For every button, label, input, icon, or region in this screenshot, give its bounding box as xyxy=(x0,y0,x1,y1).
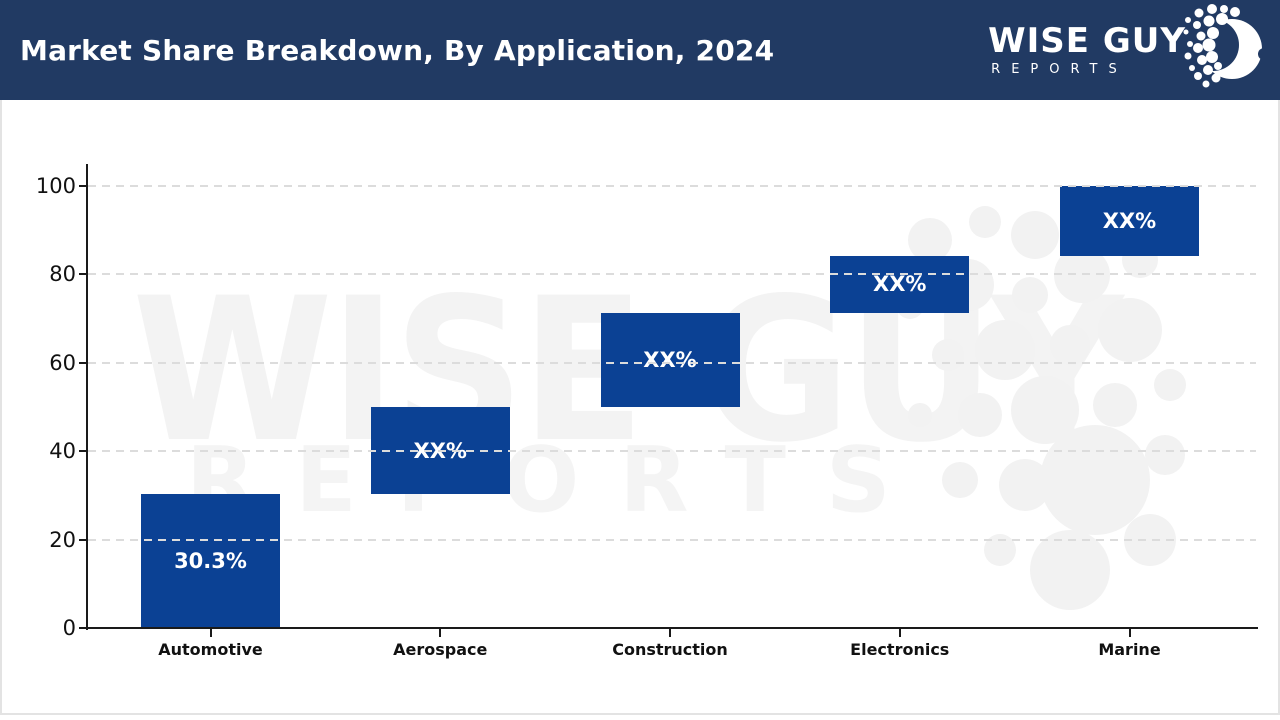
gridline-60 xyxy=(88,361,1256,364)
y-tick-40 xyxy=(79,450,87,453)
bar-label-electronics: XX% xyxy=(873,272,927,297)
y-tick-label-20: 20 xyxy=(49,527,76,552)
bar-label-marine: XX% xyxy=(1102,208,1157,233)
x-tick-aerospace xyxy=(439,629,442,637)
brand-subname: REPORTS xyxy=(991,61,1128,77)
bar-label-construction: XX% xyxy=(643,347,697,372)
x-tick-label-electronics: Electronics xyxy=(850,640,950,659)
y-tick-label-0: 0 xyxy=(62,616,76,640)
x-tick-label-aerospace: Aerospace xyxy=(393,640,488,659)
brand-logo: WISE GUY REPORTS xyxy=(988,4,1262,94)
y-tick-60 xyxy=(79,361,87,364)
brand-logo-text: WISE GUY REPORTS xyxy=(988,24,1186,77)
wise-guy-head-icon xyxy=(1183,4,1262,88)
gridline-20 xyxy=(88,538,1256,541)
y-tick-label-40: 40 xyxy=(49,439,76,464)
x-tick-label-automotive: Automotive xyxy=(158,640,263,659)
y-tick-80 xyxy=(79,273,87,276)
x-tick-label-marine: Marine xyxy=(1098,640,1161,659)
y-tick-label-80: 80 xyxy=(49,262,76,287)
x-tick-automotive xyxy=(209,629,212,637)
gridline-80 xyxy=(88,273,1256,276)
x-tick-label-construction: Construction xyxy=(612,640,728,659)
bar-automotive: 30.3% xyxy=(141,494,280,628)
x-tick-construction xyxy=(669,629,671,637)
y-axis-line xyxy=(86,164,88,630)
bar-construction: XX% xyxy=(600,312,740,407)
page-title: Market Share Breakdown, By Application, … xyxy=(20,33,775,67)
y-tick-20 xyxy=(79,538,87,541)
y-tick-label-60: 60 xyxy=(49,350,76,375)
gridline-100 xyxy=(88,185,1256,187)
brand-name: WISE GUY xyxy=(988,20,1186,61)
x-tick-electronics xyxy=(898,629,901,637)
y-tick-0 xyxy=(79,627,87,629)
x-tick-marine xyxy=(1128,629,1131,637)
y-tick-100 xyxy=(79,185,87,187)
bar-electronics: XX% xyxy=(830,255,970,313)
bar-marine: XX% xyxy=(1060,186,1199,256)
y-tick-label-100: 100 xyxy=(35,174,76,198)
gridline-40 xyxy=(88,450,1256,453)
x-axis-line xyxy=(86,627,1258,629)
header: Market Share Breakdown, By Application, … xyxy=(0,0,1280,100)
bar-label-automotive: 30.3% xyxy=(174,549,247,574)
